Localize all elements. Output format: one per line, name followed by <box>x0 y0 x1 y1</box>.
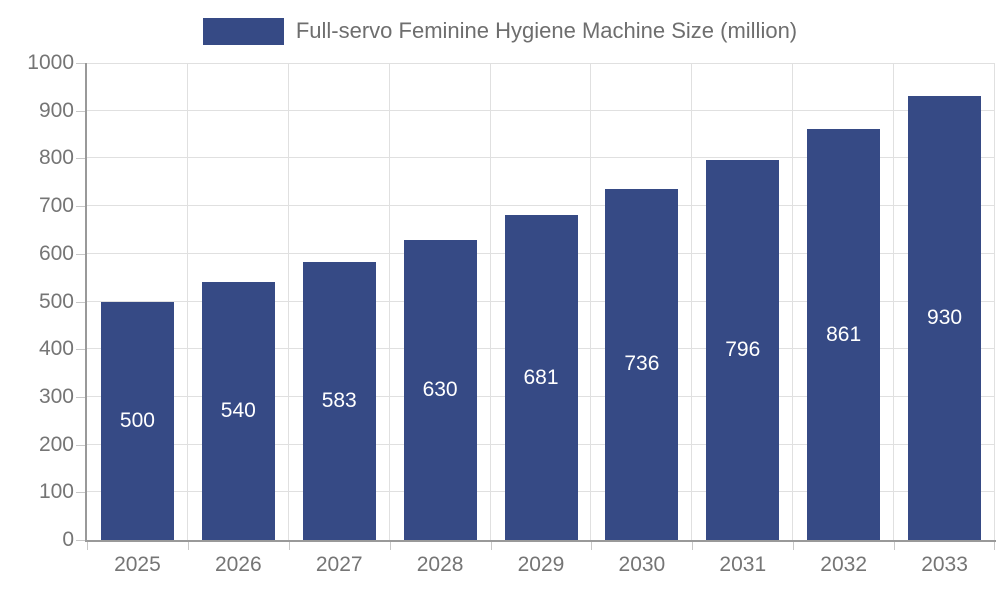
gridline-y <box>87 157 995 159</box>
x-axis-tick-label: 2033 <box>921 553 968 576</box>
gridline-x <box>691 63 692 540</box>
y-axis-tick <box>76 540 85 541</box>
legend-swatch-icon <box>202 17 284 45</box>
x-axis-tick <box>793 542 794 550</box>
y-axis-line <box>85 63 87 542</box>
legend-label: Full-servo Feminine Hygiene Machine Size… <box>295 18 798 43</box>
bar[interactable]: 630 <box>403 239 477 540</box>
x-axis-tick <box>591 542 592 550</box>
bar[interactable]: 500 <box>100 301 174 540</box>
x-axis-tick <box>994 542 995 550</box>
y-axis-tick-label: 500 <box>38 289 74 313</box>
y-axis-tick <box>76 63 85 64</box>
bar[interactable]: 796 <box>706 160 780 540</box>
bar[interactable]: 736 <box>605 188 679 540</box>
gridline-x <box>893 63 894 540</box>
x-axis-tick-label: 2030 <box>618 553 666 576</box>
x-axis-tick <box>188 542 189 550</box>
bar-value-label: 861 <box>826 322 862 346</box>
x-axis-tick <box>692 542 693 550</box>
gridline-x <box>590 63 591 540</box>
bar-value-label: 681 <box>523 365 559 389</box>
gridline-x <box>792 63 793 540</box>
x-axis-tick <box>894 542 895 550</box>
bar[interactable]: 681 <box>504 215 578 540</box>
bar-value-label: 583 <box>321 388 357 412</box>
y-axis-tick-label: 600 <box>38 241 74 265</box>
x-axis-tick-label: 2031 <box>719 553 767 576</box>
y-axis-tick-label: 400 <box>38 337 74 361</box>
y-axis-tick <box>76 301 85 303</box>
y-axis-tick <box>76 349 85 351</box>
x-axis-tick <box>491 542 492 550</box>
y-axis-tick-label: 300 <box>38 384 74 408</box>
gridline-y <box>87 205 995 207</box>
y-axis-tick <box>76 110 85 112</box>
gridline-x <box>187 63 188 540</box>
y-axis-tick <box>76 158 85 160</box>
x-axis-tick-label: 2032 <box>820 553 868 576</box>
bar-value-label: 736 <box>624 352 660 376</box>
bar-value-label: 540 <box>220 399 256 423</box>
x-axis-tick-label: 2028 <box>416 553 464 576</box>
gridline-x <box>994 63 995 540</box>
y-axis-tick <box>76 444 85 446</box>
bar-value-label: 796 <box>725 338 761 362</box>
bar[interactable]: 861 <box>807 129 881 540</box>
bar[interactable]: 930 <box>908 96 982 540</box>
y-axis-tick-label: 1000 <box>27 51 74 74</box>
y-axis-tick-label: 200 <box>38 432 74 456</box>
x-axis-tick-label: 2029 <box>517 553 565 576</box>
bar-value-label: 630 <box>422 377 458 401</box>
gridline-x <box>389 63 390 540</box>
plot-area: 500 540 583 630 681 736 796 861 930 <box>87 63 995 540</box>
bar[interactable]: 540 <box>201 282 275 540</box>
y-axis-tick <box>76 253 85 255</box>
y-axis-tick-label: 100 <box>38 480 74 504</box>
y-axis-tick <box>76 206 85 208</box>
y-axis-tick <box>76 396 85 398</box>
x-axis-tick <box>390 542 391 550</box>
legend[interactable]: Full-servo Feminine Hygiene Machine Size… <box>0 17 1000 45</box>
gridline-y <box>87 63 995 64</box>
y-axis-tick <box>76 492 85 494</box>
x-axis-line <box>85 540 996 542</box>
gridline-x <box>490 63 491 540</box>
bar-value-label: 930 <box>927 306 963 330</box>
x-axis-tick-label: 2025 <box>114 553 161 576</box>
gridline-y <box>87 109 995 111</box>
x-axis-tick-label: 2027 <box>315 553 363 576</box>
y-axis-tick-label: 800 <box>38 146 74 170</box>
bar[interactable]: 583 <box>302 261 376 540</box>
y-axis-tick-label: 900 <box>38 98 74 122</box>
bar-value-label: 500 <box>119 408 155 432</box>
y-axis-tick-label: 700 <box>38 194 74 218</box>
x-axis-tick <box>87 542 88 550</box>
gridline-x <box>288 63 289 540</box>
x-axis-tick-label: 2026 <box>214 553 262 576</box>
y-axis-tick-label: 0 <box>62 528 74 551</box>
x-axis-tick <box>289 542 290 550</box>
